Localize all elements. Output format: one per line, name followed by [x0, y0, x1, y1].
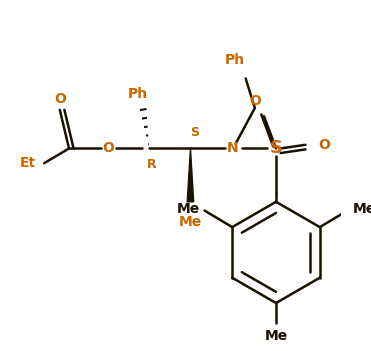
Text: R: R	[147, 158, 157, 171]
Text: Me: Me	[265, 329, 288, 343]
Text: Et: Et	[20, 156, 36, 170]
Text: Me: Me	[352, 202, 371, 216]
Text: S: S	[191, 126, 200, 139]
Polygon shape	[187, 148, 194, 202]
Text: Me: Me	[176, 202, 200, 216]
Text: Me: Me	[179, 215, 202, 229]
Text: O: O	[318, 138, 330, 152]
Text: O: O	[103, 141, 115, 155]
Text: N: N	[227, 141, 239, 155]
Text: O: O	[249, 94, 261, 108]
Text: S: S	[269, 139, 282, 158]
Text: Ph: Ph	[224, 53, 244, 67]
Text: Ph: Ph	[128, 87, 148, 101]
Text: O: O	[54, 92, 66, 106]
